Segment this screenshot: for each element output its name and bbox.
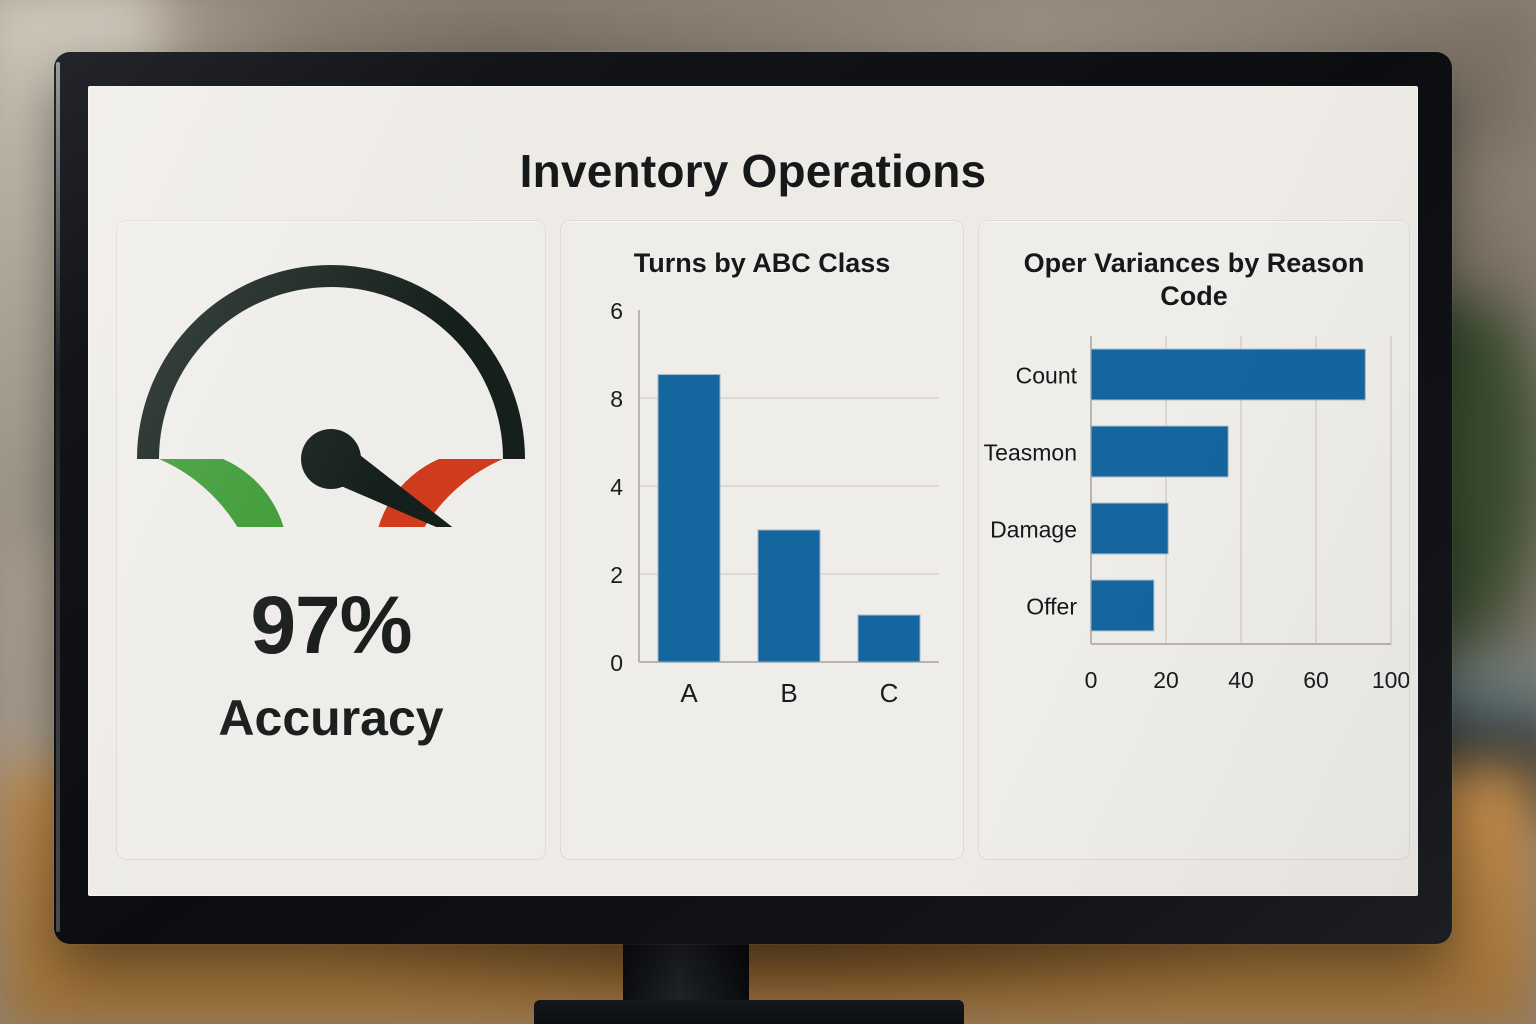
bar-offer[interactable] bbox=[1090, 579, 1155, 632]
gauge-area bbox=[117, 227, 545, 557]
y-axis-tick-label: 2 bbox=[610, 562, 623, 588]
x-axis-tick-label: 100 bbox=[1372, 667, 1409, 693]
monitor-screen: Inventory Operations bbox=[88, 86, 1418, 896]
y-axis-tick-label: 8 bbox=[610, 386, 623, 412]
card-turns-by-abc-class[interactable]: Turns by ABC Class 6 8 4 2 0 A B C bbox=[560, 220, 964, 860]
accuracy-gauge-icon bbox=[137, 265, 525, 527]
computer-monitor: Inventory Operations bbox=[54, 52, 1452, 944]
chart-title-variances: Oper Variances by Reason Code bbox=[1023, 248, 1365, 312]
bar-count[interactable] bbox=[1090, 348, 1366, 401]
chart-title-turns: Turns by ABC Class bbox=[633, 248, 891, 278]
x-axis-category-label: A bbox=[680, 678, 698, 708]
y-axis-category-label: Damage bbox=[990, 516, 1077, 542]
accuracy-label: Accuracy bbox=[218, 690, 444, 746]
x-axis-tick-label: 20 bbox=[1153, 667, 1179, 693]
bar-A[interactable] bbox=[657, 374, 721, 663]
bar-chart-turns[interactable]: 6 8 4 2 0 A B C bbox=[567, 280, 957, 750]
x-axis-category-label: C bbox=[880, 678, 899, 708]
gauge-band-green bbox=[159, 459, 284, 527]
y-axis-tick-label: 0 bbox=[610, 650, 623, 676]
dashboard: Inventory Operations bbox=[88, 86, 1418, 896]
x-axis-tick-label: 40 bbox=[1228, 667, 1254, 693]
monitor-stand-base bbox=[534, 1000, 964, 1024]
card-accuracy-gauge[interactable]: 97% Accuracy bbox=[116, 220, 546, 860]
x-axis-tick-label: 0 bbox=[1085, 667, 1098, 693]
y-axis-category-label: Count bbox=[1016, 362, 1078, 388]
gauge-needle bbox=[301, 429, 453, 527]
y-axis-tick-label: 6 bbox=[610, 298, 623, 324]
bar-B[interactable] bbox=[757, 529, 821, 663]
accuracy-value: 97% bbox=[250, 580, 412, 671]
y-axis-category-label: Teasmon bbox=[984, 439, 1077, 465]
gauge-outer-ring bbox=[137, 265, 525, 460]
page-title: Inventory Operations bbox=[519, 145, 987, 197]
bar-damage[interactable] bbox=[1090, 502, 1169, 555]
x-axis-category-label: B bbox=[780, 678, 797, 708]
bar-chart-variances[interactable]: 0 20 40 60 100 Count Teasmon Damage Offer bbox=[979, 314, 1409, 754]
x-axis-tick-label: 60 bbox=[1303, 667, 1329, 693]
bar-C[interactable] bbox=[857, 615, 921, 663]
y-axis-tick-label: 4 bbox=[610, 474, 623, 500]
card-oper-variances[interactable]: Oper Variances by Reason Code 0 20 40 60 100… bbox=[978, 220, 1410, 860]
y-axis-category-label: Offer bbox=[1026, 593, 1077, 619]
bar-teasmon[interactable] bbox=[1090, 425, 1229, 478]
